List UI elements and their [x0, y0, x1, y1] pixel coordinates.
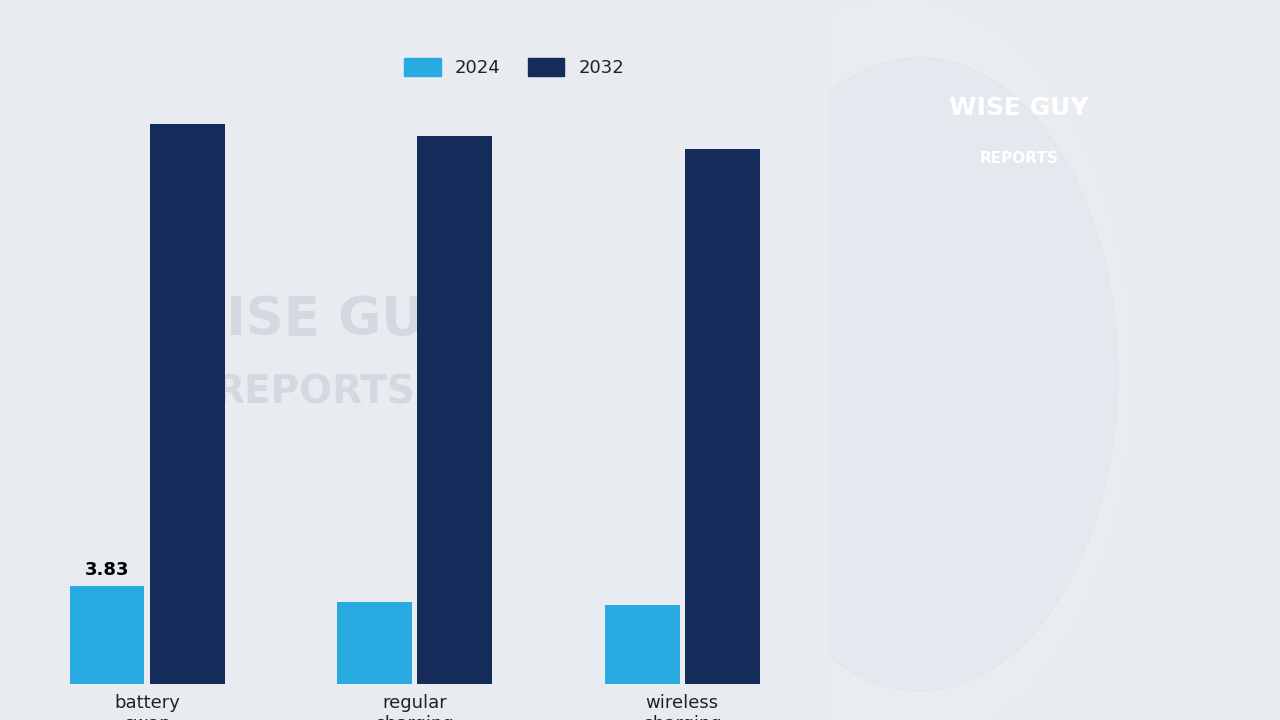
Circle shape [722, 58, 1117, 691]
Bar [417, 136, 493, 684]
Text: 3.83: 3.83 [84, 561, 129, 579]
Text: WISE GUY: WISE GUY [948, 96, 1088, 120]
Text: REPORTS: REPORTS [215, 374, 416, 412]
Circle shape [663, 0, 1132, 720]
Text: REPORTS: REPORTS [979, 151, 1059, 166]
Legend: 2024, 2032: 2024, 2032 [397, 50, 631, 84]
Bar [69, 586, 145, 684]
Bar [685, 149, 760, 684]
Bar [337, 603, 412, 684]
Bar [604, 605, 680, 684]
Text: WISE GUY: WISE GUY [168, 294, 462, 346]
Bar [150, 124, 225, 684]
